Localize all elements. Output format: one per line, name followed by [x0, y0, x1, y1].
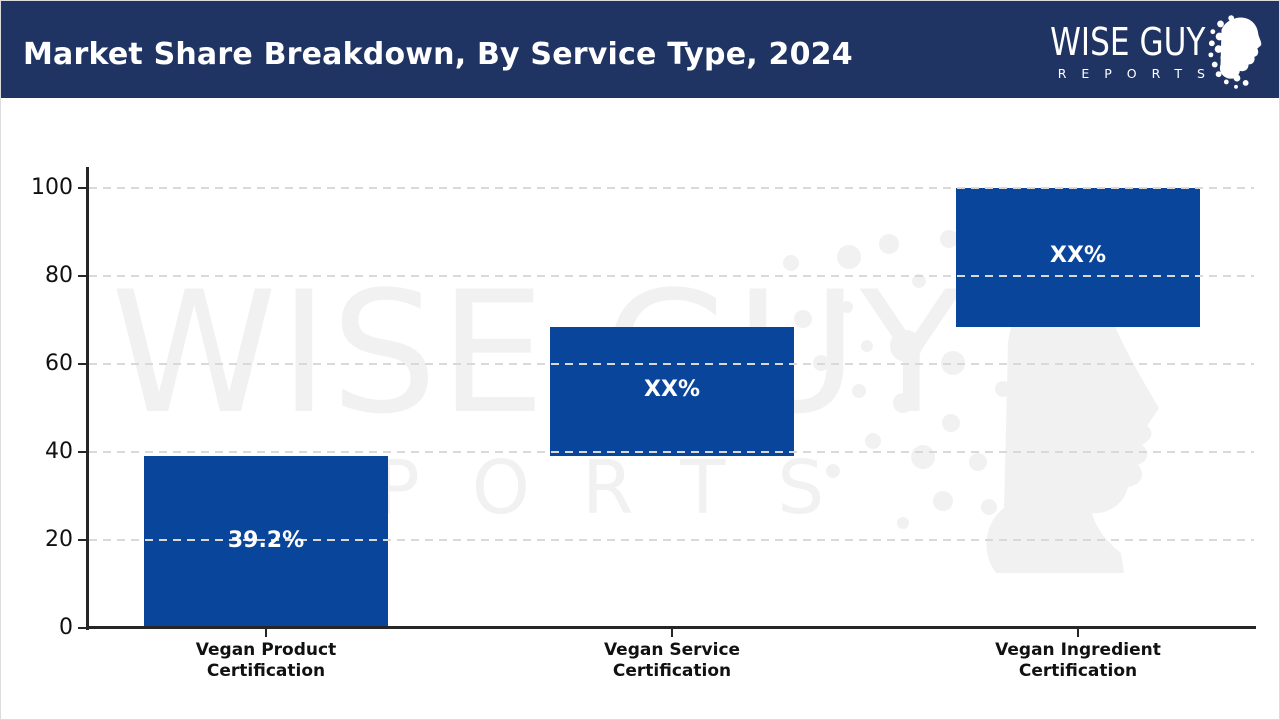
bar-value-label: XX%	[644, 377, 700, 403]
y-tick-0	[78, 627, 87, 629]
y-tick-label: 40	[45, 439, 73, 464]
x-category-label: Vegan Ingredient Certification	[898, 640, 1258, 682]
x-category-label: Vegan Product Certification	[86, 640, 446, 682]
gridline-100	[89, 187, 1254, 189]
logo-subtext: REPORTS	[1057, 65, 1220, 81]
gridline-20	[89, 539, 1254, 541]
logo-text: WISE GUY REPORTS	[1016, 20, 1205, 81]
y-tick-label: 0	[59, 615, 73, 640]
x-category-label-line: Vegan Product	[195, 640, 337, 660]
header-band: Market Share Breakdown, By Service Type,…	[1, 1, 1279, 98]
y-tick-40	[78, 451, 87, 453]
y-tick-60	[78, 363, 87, 365]
bar-segment	[144, 455, 388, 628]
x-category-label-line: Vegan Ingredient	[995, 640, 1161, 660]
x-tick	[1077, 629, 1079, 637]
bar-value-label: XX%	[1050, 243, 1106, 269]
chart-area: WISE GUY REPORTS 0 20 40 60 80 100 39.2% XX% XX%…	[1, 98, 1279, 719]
logo-wordmark: WISE GUY	[1049, 20, 1205, 64]
x-tick	[265, 629, 267, 637]
y-tick-label: 20	[45, 527, 73, 552]
x-category-label-line: Certification	[612, 661, 732, 681]
x-category-label-line: Certification	[206, 661, 326, 681]
y-tick-80	[78, 275, 87, 277]
gridline-60	[89, 363, 1254, 365]
wise-guy-logo: WISE GUY REPORTS	[1006, 5, 1271, 95]
bar-segment	[550, 326, 794, 456]
x-axis-line	[86, 626, 1256, 629]
y-axis-line	[86, 167, 89, 630]
y-tick-label: 60	[45, 351, 73, 376]
x-category-label-line: Certification	[1018, 661, 1138, 681]
bar-value-label: 39.2%	[227, 527, 305, 553]
y-tick-100	[78, 187, 87, 189]
y-tick-label: 80	[45, 263, 73, 288]
dotted-head-profile-icon	[1208, 15, 1262, 89]
gridline-80	[89, 275, 1254, 277]
x-category-label: Vegan Service Certification	[492, 640, 852, 682]
y-tick-label: 100	[31, 175, 73, 200]
x-tick	[671, 629, 673, 637]
gridline-40	[89, 451, 1254, 453]
y-tick-20	[78, 539, 87, 541]
chart-title: Market Share Breakdown, By Service Type,…	[23, 37, 853, 72]
x-category-label-line: Vegan Service	[603, 640, 741, 660]
